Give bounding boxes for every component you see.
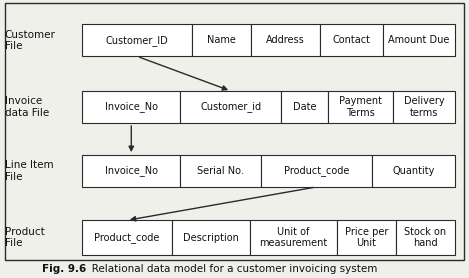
Bar	[372, 155, 455, 187]
Bar	[250, 220, 337, 255]
Bar	[393, 91, 455, 123]
Bar	[396, 220, 455, 255]
Bar	[328, 91, 393, 123]
Text: Price per
Unit: Price per Unit	[345, 227, 388, 249]
Text: Quantity: Quantity	[392, 166, 435, 176]
Text: Invoice_No: Invoice_No	[105, 165, 158, 177]
Text: Contact: Contact	[333, 35, 371, 45]
Bar	[250, 24, 319, 56]
Text: Date: Date	[293, 102, 317, 112]
Text: Product_code: Product_code	[284, 165, 349, 177]
Bar	[181, 91, 281, 123]
Text: Invoice_No: Invoice_No	[105, 101, 158, 113]
Text: Name: Name	[207, 35, 236, 45]
Bar	[337, 220, 396, 255]
Bar	[384, 24, 455, 56]
Text: Line Item
File: Line Item File	[5, 160, 53, 182]
Text: Customer_id: Customer_id	[200, 101, 262, 113]
Bar	[82, 155, 181, 187]
Bar	[82, 24, 192, 56]
Text: Amount Due: Amount Due	[388, 35, 450, 45]
Text: Customer
File: Customer File	[5, 29, 55, 51]
Text: Product_code: Product_code	[94, 232, 159, 243]
Text: Delivery
terms: Delivery terms	[403, 96, 444, 118]
Text: Description: Description	[183, 233, 239, 243]
Text: Product
File: Product File	[5, 227, 45, 249]
Bar	[82, 220, 172, 255]
Bar	[319, 24, 384, 56]
Text: Address: Address	[266, 35, 304, 45]
Bar	[181, 155, 261, 187]
Text: Unit of
measurement: Unit of measurement	[259, 227, 327, 249]
Bar	[261, 155, 372, 187]
Text: Fig. 9.6: Fig. 9.6	[42, 264, 86, 274]
Text: Invoice
data File: Invoice data File	[5, 96, 49, 118]
Text: Stock on
hand: Stock on hand	[404, 227, 446, 249]
Bar	[82, 91, 181, 123]
Text: Relational data model for a customer invoicing system: Relational data model for a customer inv…	[82, 264, 378, 274]
Text: Customer_ID: Customer_ID	[106, 35, 168, 46]
Bar	[281, 91, 328, 123]
Text: Serial No.: Serial No.	[197, 166, 244, 176]
Bar	[192, 24, 250, 56]
Bar	[172, 220, 250, 255]
Text: Payment
Terms: Payment Terms	[339, 96, 382, 118]
